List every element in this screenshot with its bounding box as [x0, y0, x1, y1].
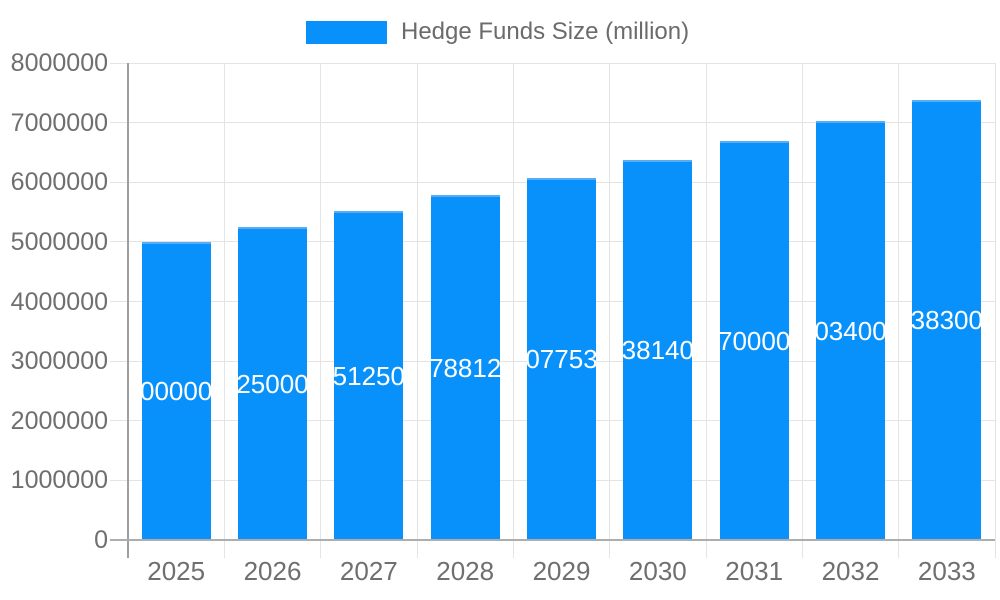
bar-2030[interactable]: 6381407 [623, 159, 693, 540]
y-tick-label: 2000000 [10, 406, 108, 435]
bar-2032[interactable]: 7034000 [816, 120, 885, 540]
x-tick-label-2030: 2030 [628, 556, 687, 586]
x-axis-labels: 2025 2026 2027 2028 2029 2030 2031 2032 2033 [0, 556, 1000, 588]
x-tick-label-2026: 2026 [243, 556, 302, 586]
bar-value-label: 6700000 [719, 325, 789, 356]
bar-value-label: 7034000 [816, 315, 885, 346]
x-tick-label-2031: 2031 [725, 556, 784, 586]
bar-value-label: 5788125 [430, 352, 500, 383]
gridline-vertical [801, 63, 803, 558]
bar-2028[interactable]: 5788125 [430, 194, 500, 540]
y-tick-label: 6000000 [10, 168, 108, 197]
gridline-horizontal [110, 62, 995, 64]
bar-value-label: 5000000 [141, 376, 211, 407]
y-tick-label: 1000000 [10, 466, 108, 495]
bar-2026[interactable]: 5250000 [238, 226, 307, 540]
y-tick-label: 7000000 [10, 108, 108, 137]
bar-2033[interactable]: 7383000 [912, 99, 982, 540]
gridline-vertical [994, 63, 996, 558]
x-axis-line [110, 539, 995, 541]
x-tick-label-2033: 2033 [917, 556, 976, 586]
y-tick-label: 5000000 [10, 227, 108, 256]
gridline-vertical [416, 63, 418, 558]
y-tick-label: 8000000 [10, 49, 108, 77]
bar-2029[interactable]: 6077531 [527, 177, 596, 540]
x-tick-label-2032: 2032 [821, 556, 880, 586]
y-tick-label: 4000000 [10, 287, 108, 316]
gridline-vertical [609, 63, 611, 558]
gridline-vertical [705, 63, 707, 558]
legend-swatch [306, 20, 387, 44]
gridline-vertical [320, 63, 322, 558]
bar-value-label: 7383000 [912, 305, 981, 336]
gridline-horizontal [110, 122, 995, 124]
gridline-vertical [898, 63, 900, 558]
y-axis-labels: 0 1000000 2000000 3000000 4000000 5000000 6000… [0, 49, 108, 554]
bar-value-label: 6077531 [527, 344, 596, 375]
bar-value-label: 5512500 [334, 361, 403, 392]
x-tick-label-2029: 2029 [532, 556, 591, 586]
bar-2027[interactable]: 5512500 [334, 211, 404, 540]
plot-area: 5000000 5250000 5512500 5788125 6077531 63814… [110, 62, 996, 558]
bar-2031[interactable]: 6700000 [719, 140, 789, 540]
y-tick-label: 3000000 [10, 347, 108, 376]
legend-label: Hedge Funds Size (million) [401, 18, 690, 45]
x-tick-label-2027: 2027 [339, 556, 398, 586]
x-tick-label-2028: 2028 [436, 556, 495, 586]
bar-value-label: 6381407 [623, 335, 692, 366]
gridline-vertical [512, 63, 514, 558]
gridline-vertical [223, 63, 225, 558]
bar-2025[interactable]: 5000000 [141, 241, 211, 540]
legend[interactable]: Hedge Funds Size (million) [306, 14, 689, 50]
bar-value-label: 5250000 [238, 368, 307, 399]
x-tick-label-2025: 2025 [147, 556, 206, 586]
y-axis-line [127, 63, 129, 558]
y-tick-label: 0 [94, 526, 108, 554]
